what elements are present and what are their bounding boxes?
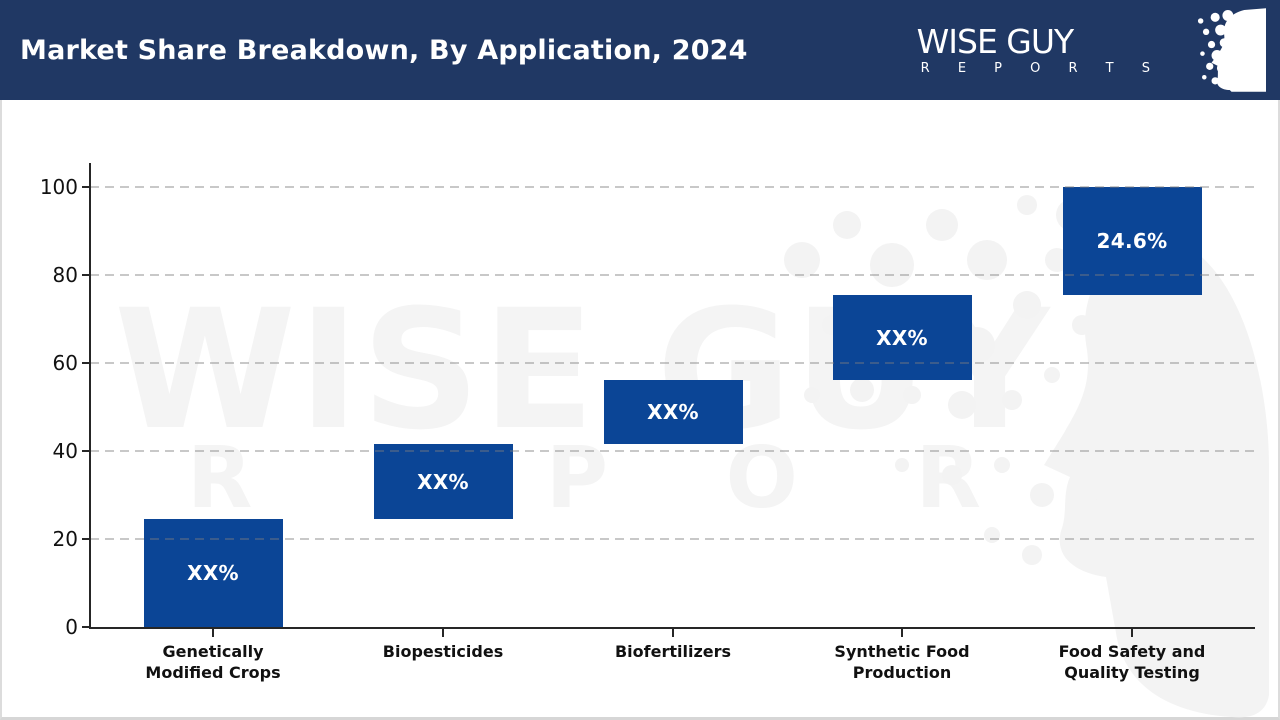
waterfall-bar: 24.6%: [1062, 187, 1202, 296]
x-category-label: Biofertilizers: [614, 642, 732, 661]
y-tick-label: 0: [65, 615, 78, 639]
bar-value-label: XX%: [417, 469, 469, 494]
header-banner: Market Share Breakdown, By Application, …: [0, 0, 1280, 100]
x-tick-mark: [442, 629, 444, 637]
bar-value-label: 24.6%: [1096, 229, 1168, 254]
logo-face-icon: [1197, 8, 1266, 92]
x-category-label: Genetically Modified Crops: [145, 642, 281, 683]
x-tick-mark: [672, 629, 674, 637]
y-gridline: [90, 538, 1255, 540]
y-gridline: [90, 450, 1255, 452]
wise-guy-logo: WISE GUY R E P O R T S: [917, 4, 1266, 96]
y-tick-mark: [82, 362, 90, 364]
waterfall-bar: XX%: [832, 295, 972, 381]
y-tick-mark: [82, 274, 90, 276]
y-tick-mark: [82, 626, 90, 628]
waterfall-bar: XX%: [603, 380, 743, 445]
y-tick-label: 80: [52, 263, 78, 287]
logo-text: WISE GUY R E P O R T S: [917, 25, 1162, 75]
bar-value-label: XX%: [876, 325, 928, 350]
y-gridline: [90, 362, 1255, 364]
x-tick-mark: [1131, 629, 1133, 637]
y-gridline: [90, 186, 1255, 188]
bar-value-label: XX%: [187, 561, 239, 586]
y-tick-label: 100: [39, 175, 78, 199]
bar-value-label: XX%: [647, 400, 699, 425]
x-category-label: Biopesticides: [382, 642, 504, 661]
x-category-label: Synthetic Food Production: [834, 642, 970, 683]
y-tick-mark: [82, 450, 90, 452]
x-axis-line: [89, 627, 1255, 629]
watermark-face-icon: [784, 195, 1269, 718]
chart-canvas: WISE GUY R E P O R T S 0 20: [0, 100, 1280, 720]
y-tick-label: 60: [52, 351, 78, 375]
x-tick-mark: [901, 629, 903, 637]
x-category-label: Food Safety and Quality Testing: [1058, 642, 1206, 683]
y-tick-mark: [82, 538, 90, 540]
logo-wordmark: WISE GUY: [916, 22, 1075, 61]
y-tick-label: 20: [52, 527, 78, 551]
y-gridline: [90, 274, 1255, 276]
x-tick-mark: [212, 629, 214, 637]
y-axis-line: [89, 163, 91, 629]
page-title: Market Share Breakdown, By Application, …: [20, 34, 748, 66]
logo-subtitle: R E P O R T S: [920, 61, 1162, 76]
y-tick-mark: [82, 186, 90, 188]
waterfall-bar: XX%: [143, 519, 283, 627]
y-tick-label: 40: [52, 439, 78, 463]
waterfall-bar: XX%: [373, 444, 513, 520]
